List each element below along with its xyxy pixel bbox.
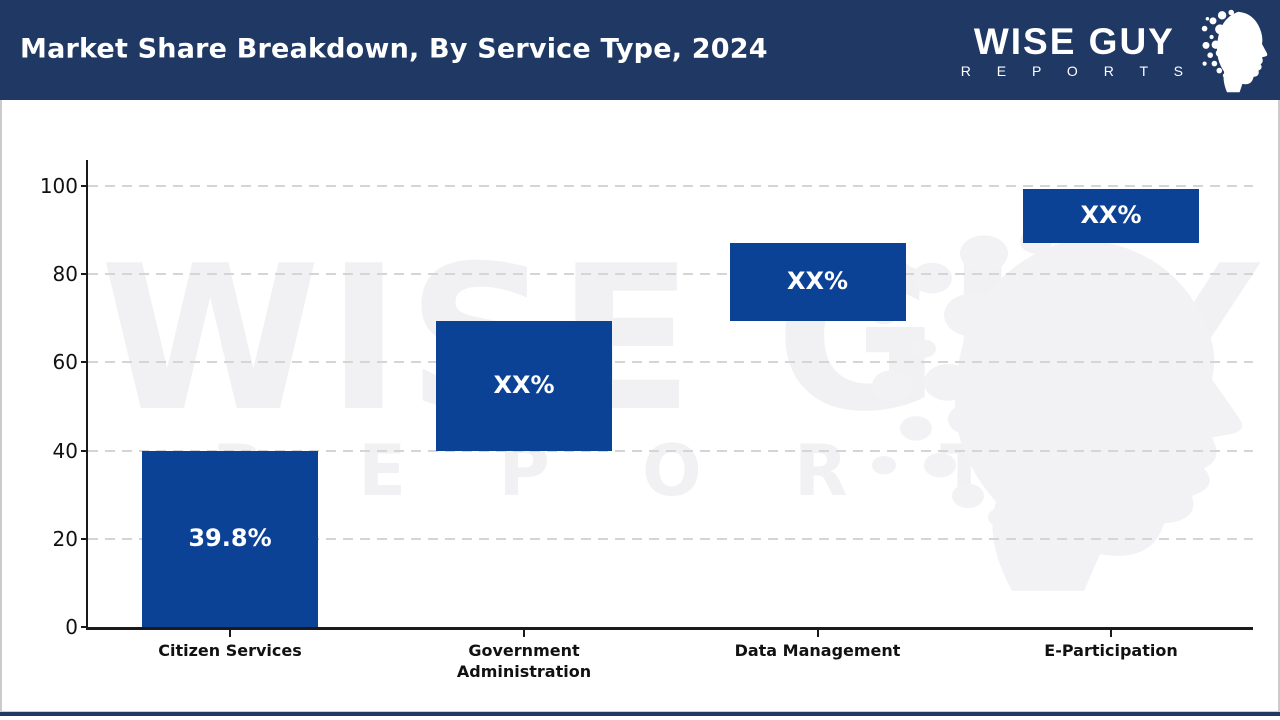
y-tick-label: 40 — [52, 438, 78, 463]
chart-title: Market Share Breakdown, By Service Type,… — [20, 33, 768, 65]
x-axis-label: Government Administration — [456, 641, 592, 682]
x-axis-label: E-Participation — [1044, 641, 1178, 660]
y-tick-mark — [81, 449, 88, 452]
x-tick-mark — [816, 630, 819, 637]
x-tick-mark — [523, 630, 525, 637]
y-tick-label: 0 — [65, 615, 78, 639]
y-axis — [86, 160, 88, 630]
y-tick-mark — [81, 185, 88, 187]
logo-wordmark: WISE GUY — [973, 21, 1175, 62]
y-tick-mark — [81, 626, 88, 628]
x-axis-label: Citizen Services — [158, 641, 302, 660]
x-tick-mark — [229, 630, 231, 637]
gridline — [88, 273, 1253, 276]
y-tick-label: 60 — [52, 350, 78, 375]
logo-subtitle: R E P O R T S — [960, 63, 1194, 79]
y-tick-mark — [81, 273, 88, 276]
gridline — [88, 185, 1253, 187]
logo-text: WISE GUY R E P O R T S — [955, 23, 1194, 79]
bar-citizen-services — [142, 451, 318, 627]
plot-area: 0 20 40 60 80 100 39.8% Citizen Services XX% Gove… — [0, 100, 1280, 716]
bottom-border — [0, 711, 1280, 712]
gridline — [88, 449, 1253, 452]
y-tick-label: 20 — [52, 526, 78, 551]
bar-value-label: XX% — [786, 266, 849, 295]
x-axis-label: Data Management — [734, 641, 901, 660]
left-border — [0, 100, 2, 716]
wiseguy-logo: WISE GUY R E P O R T S — [955, 7, 1270, 95]
x-axis — [88, 627, 1253, 630]
bar-value-label: XX% — [493, 370, 555, 399]
bar-government-administration — [436, 320, 612, 452]
plot-background: WISE GUY R E P O R T S 0 20 40 60 80 100 39.8%… — [0, 100, 1280, 716]
header-bar: Market Share Breakdown, By Service Type,… — [0, 0, 1280, 100]
bar-value-label: 39.8% — [188, 524, 272, 553]
y-tick-mark — [81, 537, 88, 540]
right-border — [1278, 100, 1280, 716]
x-tick-mark — [1110, 630, 1112, 637]
y-tick-mark — [81, 361, 88, 364]
footer-strip — [0, 712, 1280, 716]
bar-value-label: XX% — [1080, 201, 1142, 230]
bar-e-participation — [1023, 189, 1199, 244]
y-tick-label: 80 — [52, 262, 78, 287]
y-tick-label: 100 — [39, 174, 78, 198]
gridline — [88, 537, 1253, 540]
gridline — [88, 361, 1253, 364]
logo-face-icon — [1201, 9, 1268, 93]
